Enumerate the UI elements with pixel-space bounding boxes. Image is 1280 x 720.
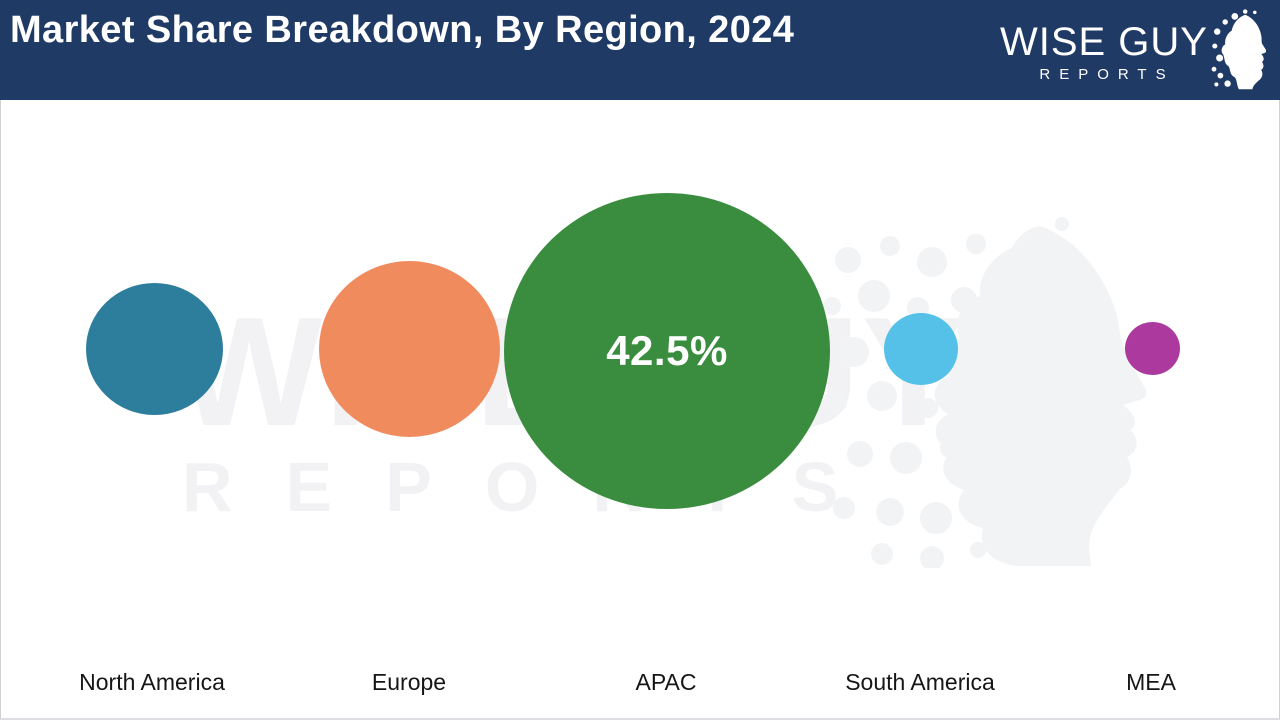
watermark-subtitle: REPORTS <box>182 448 892 526</box>
logo-text: WISE GUY REPORTS <box>1000 22 1208 83</box>
bubble-apac: 42.5% <box>504 193 830 509</box>
category-label-south-america: South America <box>845 669 995 695</box>
watermark-head-icon <box>823 217 1147 568</box>
apac-share-label: 42.5% <box>606 327 728 374</box>
bubble-south-america <box>884 313 958 385</box>
logo-subtitle: REPORTS <box>1039 66 1175 83</box>
logo-wordmark: WISE GUY <box>999 20 1208 64</box>
logo-head-icon <box>1211 9 1266 90</box>
category-label-mea: MEA <box>1126 669 1176 695</box>
wiseguy-logo: WISE GUY REPORTS <box>1000 6 1266 94</box>
bubble-mea <box>1125 322 1180 375</box>
category-label-europe: Europe <box>371 669 447 695</box>
category-label-apac: APAC <box>635 669 697 695</box>
bubble-europe <box>319 261 500 437</box>
category-label-north-america: North America <box>79 669 225 695</box>
bubble-north-america <box>86 283 223 415</box>
page-title: Market Share Breakdown, By Region, 2024 <box>10 9 795 51</box>
header-bar: Market Share Breakdown, By Region, 2024 … <box>0 0 1280 100</box>
